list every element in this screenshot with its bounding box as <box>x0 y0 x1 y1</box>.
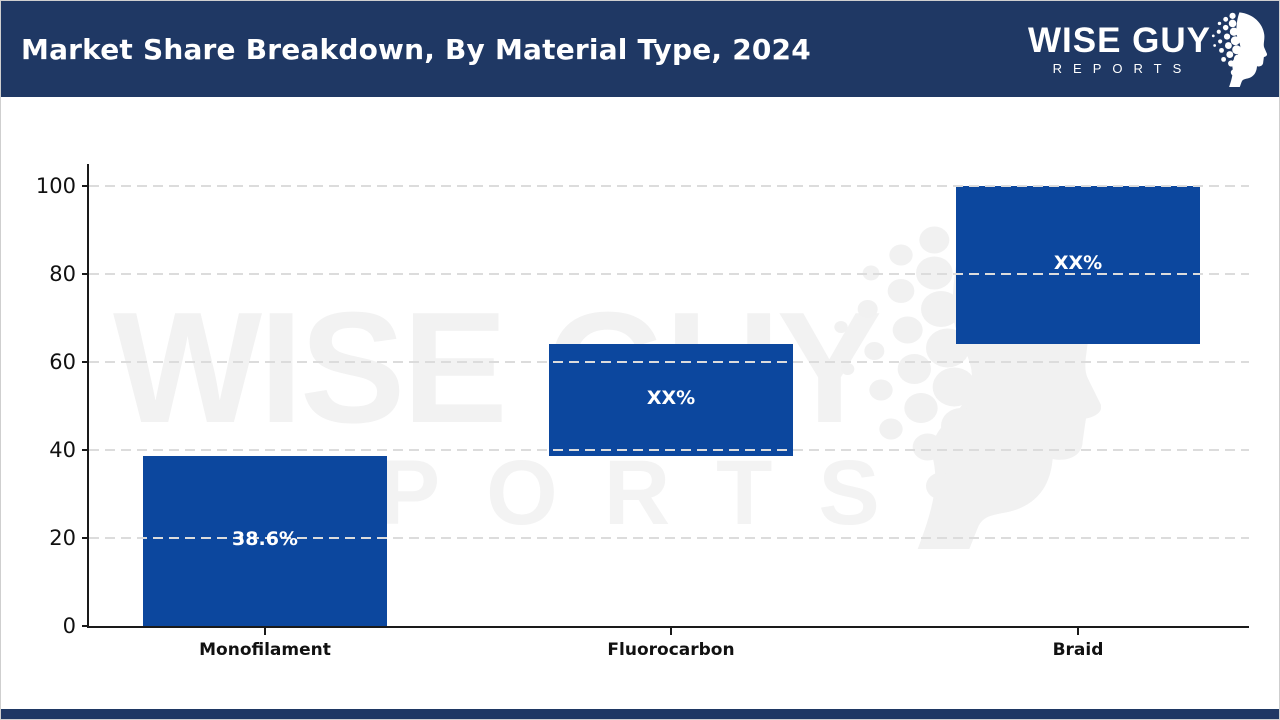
x-category-label: Fluorocarbon <box>607 640 735 660</box>
y-tick-label: 40 <box>49 438 76 462</box>
y-tick-mark <box>82 449 89 451</box>
x-category-label: Braid <box>1052 640 1104 660</box>
footer-bar <box>1 709 1279 719</box>
y-tick-mark <box>82 185 89 187</box>
y-tick-label: 100 <box>35 174 76 198</box>
wiseguy-logo: WISE GUY REPORTS <box>1028 9 1267 89</box>
x-tick-mark <box>264 628 266 635</box>
x-tick-mark <box>1077 628 1079 635</box>
gridline <box>89 273 1249 275</box>
bar-value-label: 38.6% <box>232 528 298 551</box>
y-axis-line <box>87 164 89 628</box>
bar-value-label: XX% <box>1053 251 1103 274</box>
bar-value-label: XX% <box>646 386 696 409</box>
y-tick-mark <box>82 273 89 275</box>
y-tick-label: 80 <box>49 262 76 286</box>
x-tick-mark <box>670 628 672 635</box>
y-tick-mark <box>82 361 89 363</box>
y-tick-label: 0 <box>62 614 76 638</box>
y-tick-label: 60 <box>49 350 76 374</box>
gridline <box>89 449 1249 451</box>
y-tick-label: 20 <box>49 526 76 550</box>
logo-subtext: REPORTS <box>1052 61 1193 76</box>
logo-wordmark: WISE GUY <box>1027 21 1211 60</box>
gridline <box>89 185 1249 187</box>
page-title: Market Share Breakdown, By Material Type… <box>21 32 811 66</box>
bar-braid <box>956 186 1200 344</box>
gridline <box>89 537 1249 539</box>
x-category-label: Monofilament <box>199 640 331 660</box>
y-tick-mark <box>82 625 89 627</box>
header-bar: Market Share Breakdown, By Material Type… <box>1 1 1279 97</box>
x-axis-line <box>87 626 1249 628</box>
bar-monofilament <box>143 456 387 626</box>
logo-head-icon <box>1211 12 1267 87</box>
gridline <box>89 361 1249 363</box>
y-tick-mark <box>82 537 89 539</box>
